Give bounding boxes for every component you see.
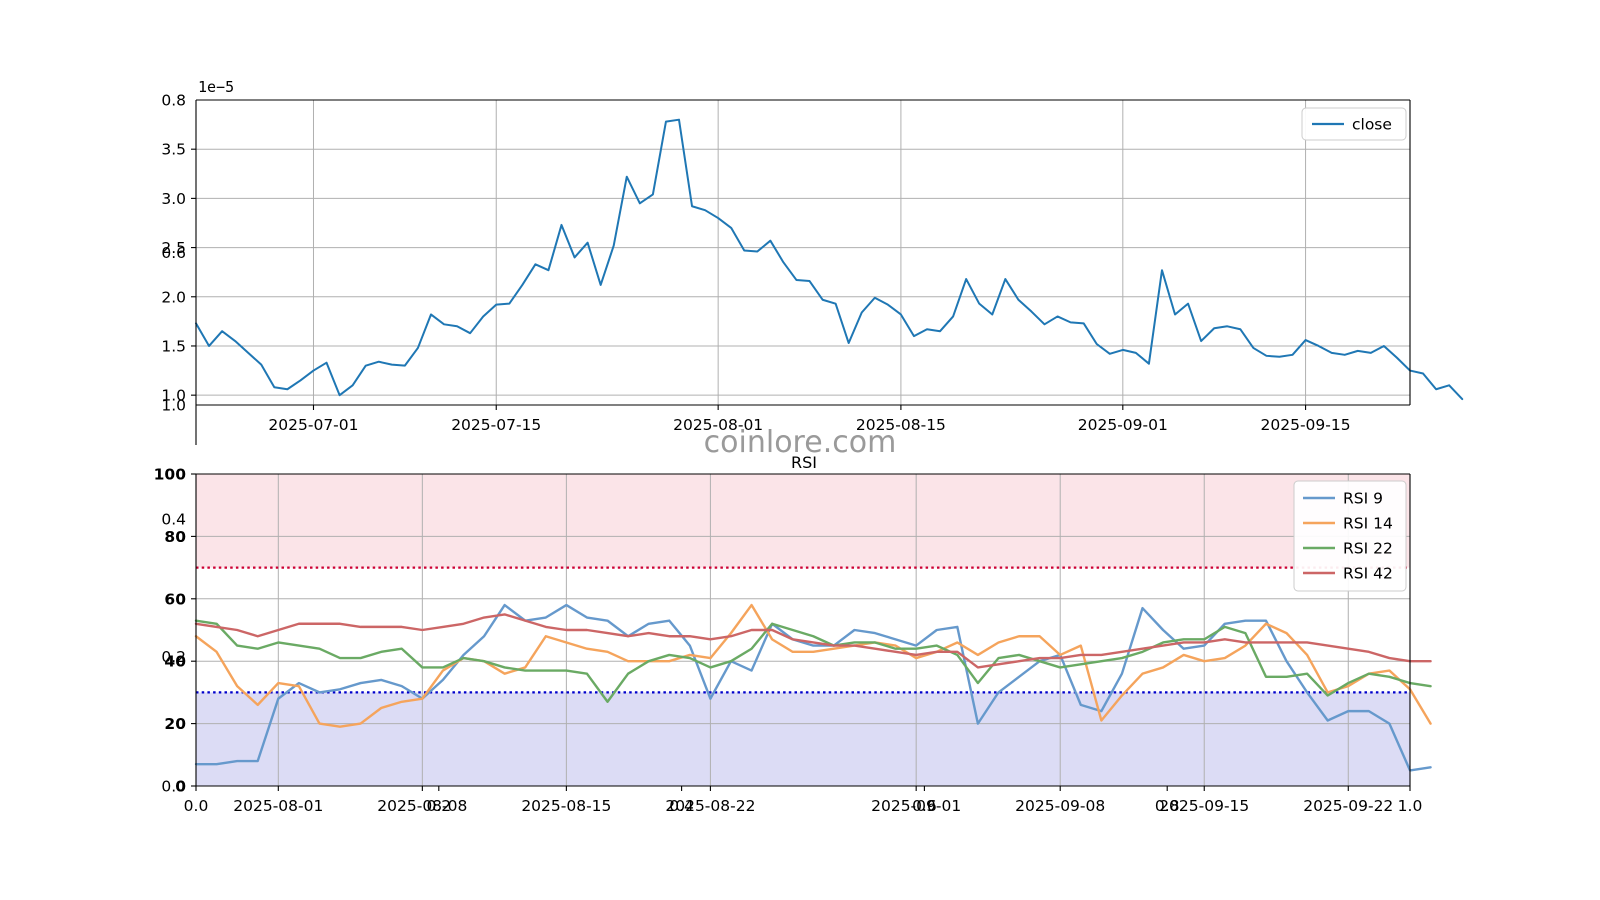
- rsi-legend-box: [1293, 480, 1407, 592]
- price-y-tick-label-overlay: 0.8: [161, 92, 186, 110]
- rsi-x-tick-label: 2025-09-01: [871, 797, 961, 815]
- rsi-series-rsi-22: [194, 619, 1432, 703]
- rsi-x-tick-labels-overlay: 0.0 0.2 0.4 0.6 0.8 1.0: [184, 786, 1423, 815]
- rsi-legend-label-rsi-14[interactable]: RSI 14: [1343, 515, 1393, 533]
- rsi-legend[interactable]: RSI 9 RSI 14 RSI 22 RSI 42: [1293, 480, 1407, 592]
- rsi-x-tick-label: 2025-08-08: [377, 797, 467, 815]
- price-series-close: [195, 118, 1464, 401]
- rsi-series-rsi-14: [194, 603, 1432, 728]
- price-axes-spines: [195, 99, 1411, 445]
- price-plot-background: [196, 100, 1410, 405]
- rsi-x-tick-label: 2025-08-22: [665, 797, 755, 815]
- rsi-x-tick-label-overlay: 0.2: [426, 797, 451, 815]
- rsi-x-tick-label-overlay: 0.8: [1155, 797, 1180, 815]
- rsi-axes-spines: [195, 473, 1411, 787]
- rsi-y-tick-label-overlay: 0.4: [161, 511, 186, 529]
- rsi-y-tick-label-overlay: 0.2: [161, 648, 186, 666]
- price-y-tick-labels: 1.0 1.5 2.0 2.5 3.0 3.5: [161, 141, 196, 405]
- rsi-series-group: [194, 603, 1432, 772]
- rsi-x-tick-label: 2025-08-15: [521, 797, 611, 815]
- rsi-panel-title: RSI: [791, 453, 817, 472]
- price-y-tick-label-overlay: 1.0: [161, 397, 186, 415]
- price-legend[interactable]: close: [1301, 107, 1407, 141]
- price-y-tick-label: 3.5: [161, 141, 186, 159]
- price-y-tick-label: 2.5: [161, 239, 186, 257]
- price-y-tick-label-overlay: 0.6: [161, 244, 186, 262]
- rsi-x-tick-label-overlay: 1.0: [1398, 797, 1423, 815]
- rsi-x-tick-label-overlay: 0.6: [912, 797, 937, 815]
- price-x-tick-label: 2025-09-01: [1078, 416, 1168, 434]
- price-series-group: [195, 118, 1464, 401]
- price-legend-box: [1301, 107, 1407, 141]
- price-x-tick-label: 2025-07-01: [268, 416, 358, 434]
- price-y-tick-label: 3.0: [161, 190, 186, 208]
- price-chart-panel: 1.01.52.02.53.03.5 1.00.60.8 2025-07-01 2…: [161, 78, 1464, 445]
- rsi-y-tick-labels-overlay: 0.0 0.2 0.4: [161, 511, 186, 796]
- price-y-tick-label: 1.5: [161, 337, 186, 355]
- price-y-tick-labels-overlay: 1.0 0.6 0.8: [161, 92, 186, 415]
- rsi-y-tick-label: 80: [164, 528, 186, 546]
- price-axis-offset-label: 1e−5: [198, 78, 234, 96]
- rsi-y-tick-label: 20: [164, 715, 186, 733]
- price-x-tick-label: 2025-08-01: [673, 416, 763, 434]
- rsi-legend-label-rsi-9[interactable]: RSI 9: [1343, 490, 1383, 508]
- rsi-x-tick-label: 2025-09-15: [1159, 797, 1249, 815]
- rsi-band-undefined: [196, 474, 1410, 568]
- rsi-x-tick-label-overlay: 0.0: [184, 797, 209, 815]
- rsi-series-rsi-9: [194, 603, 1432, 772]
- rsi-series-rsi-42: [194, 613, 1432, 669]
- rsi-x-tick-labels: 2025-08-01 2025-08-08 2025-08-15 2025-08-22…: [233, 786, 1393, 815]
- rsi-y-tick-label: 0: [175, 778, 186, 796]
- rsi-y-tick-labels: 0 20 40 60 80 100: [154, 466, 196, 796]
- price-x-tick-label: 2025-09-15: [1261, 416, 1351, 434]
- rsi-y-tick-label-overlay: 0.0: [161, 778, 186, 796]
- price-y-tick-label: 1.0: [161, 387, 186, 405]
- price-y-tick-label: 2.0: [161, 288, 186, 306]
- rsi-x-tick-label: 2025-09-22: [1303, 797, 1393, 815]
- rsi-band-undefined: [196, 692, 1410, 786]
- rsi-x-tick-label: 2025-08-01: [233, 797, 323, 815]
- coinlore-watermark: coinlore.com: [704, 425, 897, 460]
- price-x-tick-label: 2025-07-15: [451, 416, 541, 434]
- price-x-tick-labels: 2025-07-01 2025-07-15 2025-08-01 2025-08-15…: [268, 405, 1351, 434]
- rsi-y-tick-label: 100: [154, 466, 187, 484]
- price-legend-label-close[interactable]: close: [1352, 116, 1392, 134]
- rsi-y-tick-label: 40: [164, 653, 186, 671]
- rsi-y-tick-label: 60: [164, 590, 186, 608]
- rsi-legend-label-rsi-22[interactable]: RSI 22: [1343, 540, 1393, 558]
- rsi-x-tick-label: 2025-09-08: [1015, 797, 1105, 815]
- price-gridlines: [196, 100, 1410, 405]
- price-x-tick-label: 2025-08-15: [856, 416, 946, 434]
- rsi-threshold-bands: [196, 474, 1410, 786]
- rsi-x-tick-label-overlay: 0.4: [669, 797, 694, 815]
- rsi-legend-label-rsi-42[interactable]: RSI 42: [1343, 565, 1393, 583]
